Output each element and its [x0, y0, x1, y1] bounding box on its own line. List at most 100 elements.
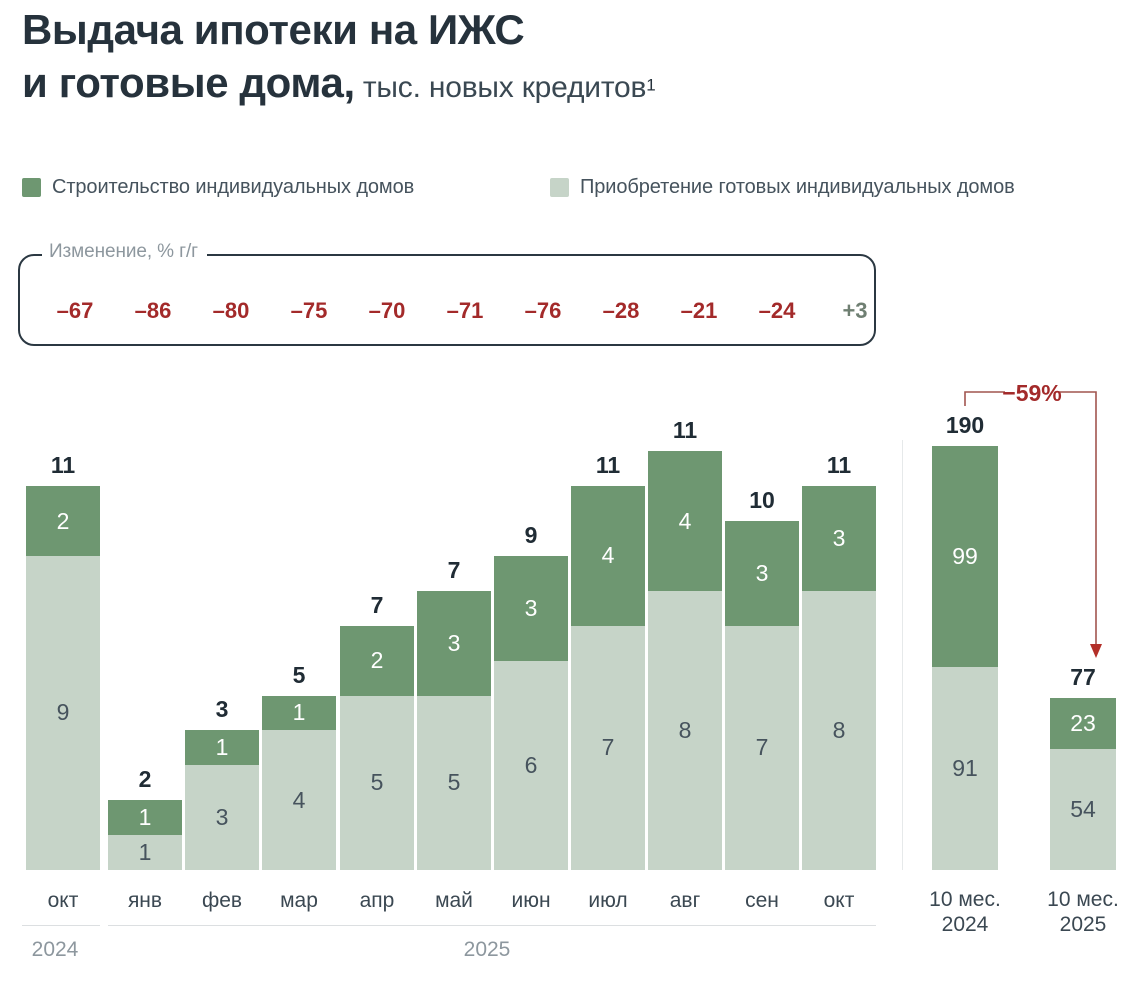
bar-segment-construction[interactable]: 4 — [648, 451, 722, 591]
title-subtitle: тыс. новых кредитов — [354, 70, 647, 104]
bar-category-label: апр — [359, 889, 395, 913]
bar-total-label: 11 — [50, 452, 76, 479]
bar-segment-purchase[interactable]: 5 — [417, 695, 491, 870]
bar-segment-purchase[interactable]: 9 — [26, 555, 100, 870]
year-rule-2025 — [108, 925, 876, 926]
bar-category-label: мар — [280, 889, 318, 913]
bar-segment-construction[interactable]: 1 — [108, 800, 182, 836]
change-value: –76 — [524, 298, 562, 323]
change-value: –71 — [446, 298, 484, 323]
year-label-2025: 2025 — [463, 938, 511, 961]
change-values-row: –67 –86 –80 –75 –70 –71 –76 –28 –21 –24 +3 — [20, 256, 874, 344]
bar-segment-construction[interactable]: 2 — [340, 625, 414, 696]
bar-segment-construction[interactable]: 1 — [262, 695, 336, 731]
bar-category-label: 10 мес. 2025 — [1047, 888, 1119, 938]
change-panel: Изменение, % г/г –67 –86 –80 –75 –70 –71 –76 –2… — [18, 241, 876, 346]
legend-item-purchase: Приобретение готовых индивидуальных домо… — [550, 176, 1015, 199]
legend-swatch-light-icon — [550, 178, 569, 197]
bar-category-label: май — [435, 889, 473, 913]
bar-segment-construction[interactable]: 2 — [26, 486, 100, 556]
bar-total-label: 9 — [524, 521, 538, 548]
bar-column[interactable]: 54 23 77 — [1050, 664, 1116, 870]
legend-label-purchase: Приобретение готовых индивидуальных домо… — [580, 176, 1015, 198]
change-value: –28 — [602, 298, 640, 323]
bar-segment-purchase[interactable]: 91 — [932, 666, 998, 870]
bar-total-label: 7 — [447, 556, 461, 583]
change-value: –67 — [56, 298, 94, 323]
bar-segment-purchase[interactable]: 4 — [262, 730, 336, 870]
bar-segment-construction[interactable]: 3 — [725, 521, 799, 626]
bar-category-label: сен — [745, 889, 779, 913]
legend-item-construction: Строительство индивидуальных домов — [22, 176, 414, 199]
bar-category-label: окт — [47, 889, 79, 913]
change-value: –75 — [290, 298, 328, 323]
delta-label: −59% — [1002, 380, 1062, 406]
bar-segment-purchase[interactable]: 8 — [802, 590, 876, 870]
delta-annotation — [950, 378, 1110, 668]
change-value: –80 — [212, 298, 250, 323]
bar-column[interactable]: 91 99 190 — [932, 412, 998, 870]
bar-category-line1: 10 мес. — [1047, 888, 1119, 912]
chart-divider — [902, 440, 903, 870]
bar-segment-construction[interactable]: 99 — [932, 445, 998, 667]
bar-segment-purchase[interactable]: 1 — [108, 835, 182, 870]
bar-total-label: 190 — [945, 411, 985, 438]
delta-arrow-icon — [964, 391, 1102, 658]
year-rule-2024 — [22, 925, 100, 926]
title-text-line2: и готовые дома, — [22, 58, 355, 106]
bar-segment-construction[interactable]: 23 — [1050, 698, 1116, 750]
bar-segment-construction[interactable]: 3 — [417, 590, 491, 696]
bar-segment-purchase[interactable]: 5 — [340, 695, 414, 870]
chart-legend: Строительство индивидуальных домов Приоб… — [22, 176, 1122, 202]
bar-segment-construction[interactable]: 3 — [494, 555, 568, 661]
page-title: Выдача ипотеки на ИЖС и готовые дома, ты… — [22, 4, 1122, 110]
bar-segment-construction[interactable]: 1 — [185, 730, 259, 766]
bar-total-label: 11 — [595, 452, 621, 479]
change-value: +3 — [842, 298, 868, 323]
change-value: –24 — [758, 298, 796, 323]
bar-category-label: 10 мес. 2024 — [929, 888, 1001, 938]
bar-total-label: 2 — [138, 766, 152, 793]
bar-column[interactable]: 9 2 11 — [26, 452, 100, 870]
legend-label-construction: Строительство индивидуальных домов — [52, 176, 415, 198]
change-panel-title: Изменение, % г/г — [42, 241, 207, 263]
bar-segment-purchase[interactable]: 6 — [494, 660, 568, 870]
bar-segment-purchase[interactable]: 3 — [185, 765, 259, 870]
bar-category-label: июн — [511, 889, 551, 913]
title-footnote-marker: 1 — [646, 75, 656, 95]
bar-column[interactable]: 8 4 11 — [648, 417, 722, 870]
bar-column[interactable]: 7 4 11 — [571, 452, 645, 870]
title-line-2: и готовые дома, тыс. новых кредитов1 — [22, 57, 1122, 110]
year-label-2024: 2024 — [31, 938, 79, 961]
change-value: –86 — [134, 298, 172, 323]
bar-column[interactable]: 8 3 11 — [802, 452, 876, 870]
bar-segment-purchase[interactable]: 8 — [648, 590, 722, 870]
bar-total-label: 11 — [826, 452, 852, 479]
bar-category-label: фев — [201, 889, 243, 913]
title-line-1: Выдача ипотеки на ИЖС — [22, 4, 1122, 57]
bar-segment-construction[interactable]: 3 — [802, 486, 876, 591]
bar-total-label: 3 — [215, 696, 229, 723]
bar-total-label: 5 — [292, 661, 306, 688]
bar-segment-purchase[interactable]: 7 — [725, 625, 799, 870]
bar-category-label: июл — [588, 889, 628, 913]
title-text-line1: Выдача ипотеки на ИЖС — [22, 6, 525, 53]
bar-segment-construction[interactable]: 4 — [571, 486, 645, 626]
bar-total-label: 10 — [749, 487, 775, 513]
bar-total-label: 7 — [370, 591, 384, 618]
bar-segment-purchase[interactable]: 7 — [571, 625, 645, 870]
bar-total-label: 77 — [1070, 664, 1096, 691]
bar-segment-purchase[interactable]: 54 — [1050, 749, 1116, 870]
bar-category-line1: 10 мес. — [929, 888, 1001, 912]
bar-category-line2: 2024 — [941, 913, 989, 937]
bar-category-label: окт — [823, 889, 855, 913]
bar-column[interactable]: 7 3 10 — [725, 487, 799, 870]
